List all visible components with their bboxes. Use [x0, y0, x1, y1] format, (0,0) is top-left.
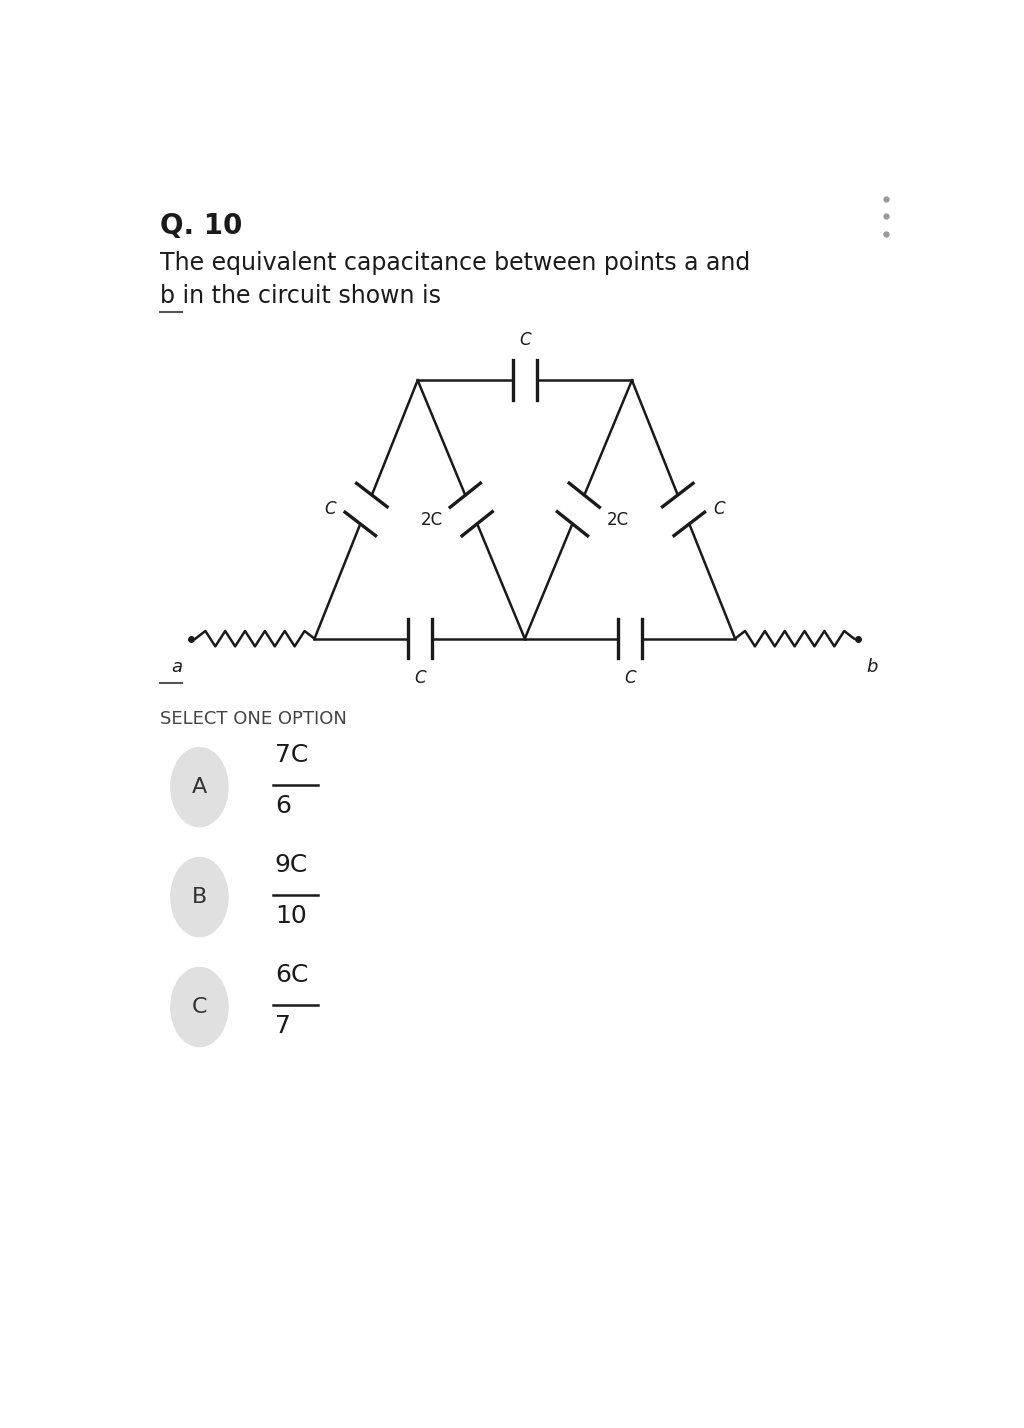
Text: 10: 10 — [274, 904, 306, 928]
Text: Q. 10: Q. 10 — [160, 211, 242, 240]
Text: 6C: 6C — [274, 964, 308, 987]
Text: 2C: 2C — [607, 511, 629, 530]
Circle shape — [171, 967, 228, 1047]
Text: 9C: 9C — [274, 854, 308, 877]
Circle shape — [171, 857, 228, 937]
Text: The equivalent capacitance between points a and: The equivalent capacitance between point… — [160, 250, 750, 274]
Text: 2C: 2C — [421, 511, 442, 530]
Text: C: C — [191, 997, 207, 1017]
Text: a: a — [172, 658, 182, 677]
Text: B: B — [191, 887, 207, 907]
Text: 7: 7 — [274, 1014, 291, 1038]
Text: b: b — [866, 658, 879, 677]
Text: C: C — [625, 670, 636, 687]
Text: C: C — [414, 670, 425, 687]
Circle shape — [171, 747, 228, 827]
Text: SELECT ONE OPTION: SELECT ONE OPTION — [160, 710, 346, 728]
Text: C: C — [519, 331, 530, 350]
Text: 7C: 7C — [274, 744, 308, 767]
Text: C: C — [325, 500, 336, 518]
Text: A: A — [191, 777, 207, 797]
Text: 6: 6 — [274, 794, 291, 818]
Text: C: C — [714, 500, 725, 518]
Text: b in the circuit shown is: b in the circuit shown is — [160, 284, 440, 307]
